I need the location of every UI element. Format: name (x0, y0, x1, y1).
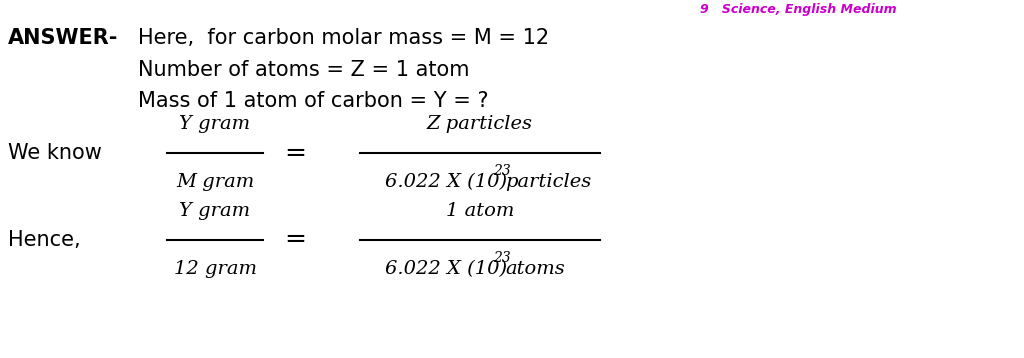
Text: 6.022 X (10): 6.022 X (10) (385, 173, 507, 191)
Text: 6.022 X (10): 6.022 X (10) (385, 260, 507, 278)
Text: particles: particles (505, 173, 591, 191)
Text: Hence,: Hence, (8, 230, 81, 250)
Text: 23: 23 (493, 164, 511, 178)
Text: Y gram: Y gram (179, 115, 251, 133)
Text: 9   Science, English Medium: 9 Science, English Medium (700, 3, 897, 16)
Text: 23: 23 (493, 251, 511, 265)
Text: Mass of 1 atom of carbon = Y = ?: Mass of 1 atom of carbon = Y = ? (138, 91, 488, 111)
Text: Number of atoms = Z = 1 atom: Number of atoms = Z = 1 atom (138, 60, 469, 80)
Text: =: = (284, 140, 306, 165)
Text: M gram: M gram (176, 173, 254, 191)
Text: 12 gram: 12 gram (173, 260, 256, 278)
Text: We know: We know (8, 143, 101, 163)
Text: atoms: atoms (505, 260, 565, 278)
Text: Here,  for carbon molar mass = M = 12: Here, for carbon molar mass = M = 12 (138, 28, 549, 48)
Text: Z particles: Z particles (427, 115, 534, 133)
Text: =: = (284, 227, 306, 252)
Text: 1 atom: 1 atom (445, 202, 514, 220)
Text: Y gram: Y gram (179, 202, 251, 220)
Text: ANSWER-: ANSWER- (8, 28, 119, 48)
